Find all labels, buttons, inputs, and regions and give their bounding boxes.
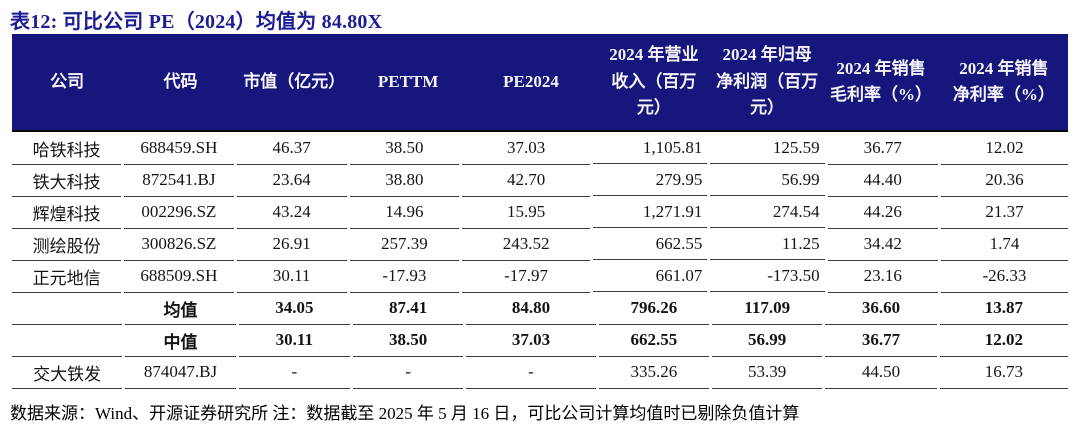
cell-revenue: 279.95 (593, 164, 708, 196)
cell-mktcap: 34.05 (238, 292, 350, 325)
cell-pe2024: 37.03 (466, 324, 596, 357)
col-header-gross-margin: 2024 年销售 毛利率（%） (830, 58, 932, 104)
cell-code: 688509.SH (124, 260, 234, 293)
cell-pe2024: - (466, 356, 596, 389)
cell-pe2024: 42.70 (462, 164, 591, 197)
cell-pettm: 38.50 (352, 324, 464, 357)
table-row-median: 中值 30.11 38.50 37.03 662.55 56.99 36.77 … (12, 324, 1069, 357)
cell-revenue: 662.55 (593, 228, 708, 260)
cell-net-margin: 1.74 (940, 228, 1068, 261)
cell-pettm: -17.93 (349, 260, 459, 293)
cell-mktcap: 43.24 (236, 196, 347, 229)
cell-company: 辉煌科技 (12, 196, 122, 229)
cell-row-label: 均值 (125, 292, 236, 325)
cell-net-margin: -26.33 (940, 260, 1068, 293)
cell-profit: 53.39 (712, 356, 823, 389)
cell-company: 正元地信 (12, 260, 122, 293)
cell-revenue: 1,105.81 (593, 132, 708, 164)
cell-pettm: 38.50 (349, 132, 459, 165)
cell-revenue: 335.26 (598, 356, 710, 389)
cell-pettm: 87.41 (352, 292, 464, 325)
table-row: 测绘股份 300826.SZ 26.91 257.39 243.52 662.5… (12, 228, 1068, 261)
table-row: 正元地信 688509.SH 30.11 -17.93 -17.97 661.0… (12, 260, 1068, 293)
cell-code: 002296.SZ (124, 196, 234, 229)
col-header-revenue: 2024 年营业 收入（百万 元） (609, 45, 699, 118)
cell-code: 300826.SZ (124, 228, 234, 261)
cell-mktcap: 30.11 (236, 260, 347, 293)
cell-pe2024: 84.80 (466, 292, 596, 325)
table-row: 铁大科技 872541.BJ 23.64 38.80 42.70 279.95 … (12, 164, 1068, 197)
cell-net-margin: 20.36 (940, 164, 1068, 197)
cell-pe2024: 243.52 (462, 228, 591, 261)
cell-gross-margin: 36.77 (825, 324, 937, 357)
cell-net-margin: 12.02 (939, 324, 1069, 357)
cell-profit: 117.09 (712, 292, 823, 325)
cell-code: 874047.BJ (125, 356, 236, 389)
col-header-pe2024: PE2024 (503, 71, 559, 91)
col-header-code: 代码 (163, 71, 198, 91)
cell-profit: 56.99 (712, 324, 823, 357)
cell-mktcap: 26.91 (236, 228, 347, 261)
cell-company: 哈铁科技 (12, 132, 122, 165)
source-note: 数据来源：Wind、开源证券研究所 注：数据截至 2025 年 5 月 16 日… (10, 404, 800, 423)
cell-pe2024: 37.03 (462, 132, 591, 165)
cell-company: 交大铁发 (12, 356, 123, 389)
cell-company: 测绘股份 (12, 228, 122, 261)
table-row-mean: 均值 34.05 87.41 84.80 796.26 117.09 36.60… (12, 292, 1069, 325)
cell-gross-margin: 44.50 (825, 356, 937, 389)
cell-gross-margin: 23.16 (827, 260, 938, 293)
cell-net-margin: 12.02 (940, 132, 1068, 165)
cell-profit: -173.50 (710, 260, 825, 292)
cell-company: 铁大科技 (12, 164, 122, 197)
cell-revenue: 796.26 (598, 292, 710, 325)
col-header-profit: 2024 年归母 净利润（百万 元） (716, 45, 819, 118)
col-header-mktcap: 市值（亿元） (243, 71, 346, 91)
cell-mktcap: - (238, 356, 350, 389)
cell-pettm: 14.96 (349, 196, 459, 229)
cell-profit: 274.54 (710, 196, 825, 228)
cell-pettm: - (352, 356, 464, 389)
cell-pe2024: 15.95 (462, 196, 591, 229)
cell-mktcap: 23.64 (236, 164, 347, 197)
cell-gross-margin: 44.26 (827, 196, 938, 229)
cell-mktcap: 30.11 (238, 324, 350, 357)
cell-code: 688459.SH (124, 132, 234, 165)
cell-pettm: 257.39 (349, 228, 459, 261)
cell-gross-margin: 36.60 (825, 292, 937, 325)
cell-company (12, 324, 123, 357)
cell-net-margin: 13.87 (939, 292, 1069, 325)
cell-pe2024: -17.97 (462, 260, 591, 293)
cell-revenue: 1,271.91 (593, 196, 708, 228)
cell-company (12, 292, 123, 325)
cell-gross-margin: 44.40 (827, 164, 938, 197)
cell-net-margin: 21.37 (940, 196, 1068, 229)
table-title: 表12: 可比公司 PE（2024）均值为 84.80X (10, 11, 383, 33)
table-row: 辉煌科技 002296.SZ 43.24 14.96 15.95 1,271.9… (12, 196, 1068, 229)
cell-gross-margin: 34.42 (827, 228, 938, 261)
cell-mktcap: 46.37 (236, 132, 347, 165)
table-row: 交大铁发 874047.BJ - - - 335.26 53.39 44.50 … (12, 356, 1069, 389)
cell-gross-margin: 36.77 (827, 132, 938, 165)
cell-row-label: 中值 (125, 324, 236, 357)
table-header-row: 公司 代码 市值（亿元） PETTM PE2024 2024 年营业 收入（百万… (12, 34, 1068, 132)
cell-net-margin: 16.73 (939, 356, 1069, 389)
cell-pettm: 38.80 (349, 164, 459, 197)
table-row: 哈铁科技 688459.SH 46.37 38.50 37.03 1,105.8… (12, 132, 1068, 165)
cell-code: 872541.BJ (124, 164, 234, 197)
cell-revenue: 662.55 (598, 324, 710, 357)
col-header-net-margin: 2024 年销售 净利率（%） (952, 58, 1055, 104)
cell-profit: 56.99 (710, 164, 825, 196)
col-header-pettm: PETTM (377, 71, 439, 91)
col-header-company: 公司 (50, 71, 85, 91)
cell-profit: 125.59 (710, 132, 825, 164)
comparable-companies-table: 公司 代码 市值（亿元） PETTM PE2024 2024 年营业 收入（百万… (12, 34, 1069, 389)
cell-revenue: 661.07 (593, 260, 708, 292)
cell-profit: 11.25 (710, 228, 825, 260)
